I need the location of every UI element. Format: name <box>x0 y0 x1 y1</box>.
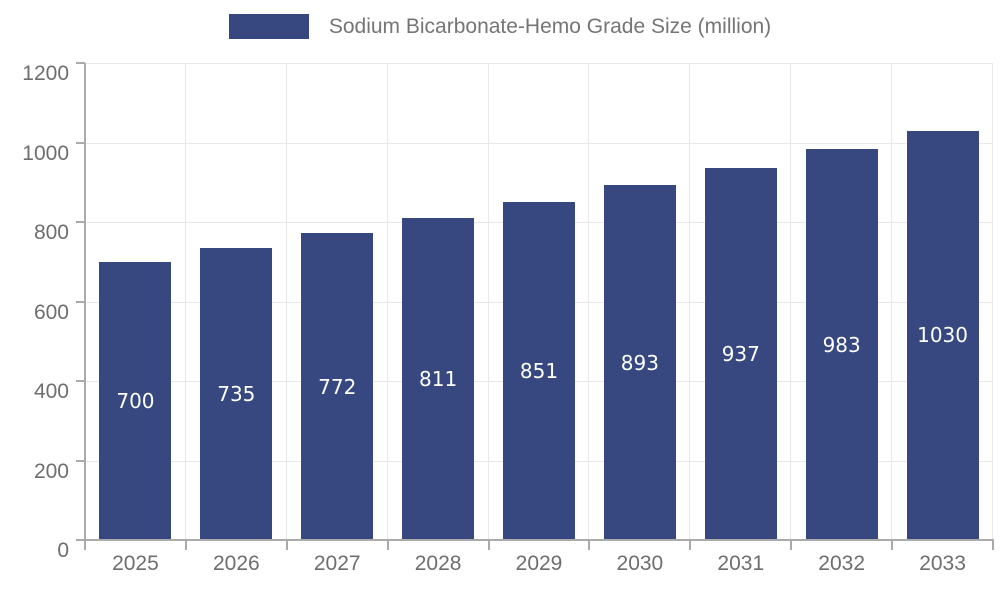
x-tick-label: 2028 <box>414 552 462 575</box>
bar[interactable]: 700 <box>99 261 172 540</box>
y-tick-label: 400 <box>33 380 69 404</box>
bar[interactable]: 851 <box>503 201 575 540</box>
bar-value-label: 893 <box>620 350 659 375</box>
x-tick-mark <box>588 541 591 550</box>
bar[interactable]: 1030 <box>906 130 979 540</box>
v-gridline <box>285 63 287 540</box>
v-gridline <box>487 63 489 540</box>
y-tick-label: 1000 <box>22 141 69 165</box>
bar-cell: 893 <box>589 63 690 540</box>
x-tick-mark <box>891 541 894 550</box>
bar-value-label: 772 <box>318 374 357 399</box>
y-tick-mark <box>76 539 85 541</box>
y-axis-line <box>84 63 86 540</box>
y-tick-label: 200 <box>33 459 69 483</box>
bar-cell: 1030 <box>892 63 993 540</box>
v-gridline <box>588 63 590 540</box>
x-tick-label: 2025 <box>112 552 159 575</box>
y-tick-mark <box>76 300 85 303</box>
x-axis-line <box>84 539 994 541</box>
y-tick-mark <box>76 459 85 462</box>
plot-area: 700 735 772 811 851 893 937 983 1030 0 200 400 600 8… <box>22 62 994 575</box>
y-tick-mark <box>76 221 85 224</box>
bar-value-label: 1030 <box>917 323 969 348</box>
x-tick-mark <box>487 541 490 550</box>
legend-swatch <box>228 14 309 39</box>
y-tick-mark <box>76 141 85 144</box>
x-tick-mark <box>84 541 86 550</box>
bar-cell: 937 <box>690 63 791 540</box>
bar-value-label: 735 <box>217 381 256 406</box>
x-tick-label: 2026 <box>212 552 260 575</box>
legend-item[interactable]: Sodium Bicarbonate-Hemo Grade Size (mill… <box>0 14 1000 39</box>
v-gridline <box>992 63 993 540</box>
bar-value-label: 983 <box>822 332 861 357</box>
h-gridline <box>85 142 993 144</box>
bar-value-label: 811 <box>419 366 458 391</box>
legend-label: Sodium Bicarbonate-Hemo Grade Size (mill… <box>328 14 772 38</box>
x-tick-mark <box>790 541 793 550</box>
bar-cell: 700 <box>85 63 186 540</box>
bar-cell: 983 <box>791 63 892 540</box>
bar[interactable]: 772 <box>301 233 374 540</box>
y-tick-label: 0 <box>57 539 69 562</box>
v-gridline <box>386 63 388 540</box>
x-tick-label: 2033 <box>919 552 966 575</box>
y-tick-label: 600 <box>33 300 69 324</box>
x-tick-mark <box>992 541 994 550</box>
bar-cell: 735 <box>186 63 287 540</box>
bar-cell: 851 <box>489 63 590 540</box>
bar-value-label: 937 <box>721 341 760 366</box>
v-gridline <box>891 63 893 540</box>
bar[interactable]: 983 <box>805 149 878 540</box>
x-tick-label: 2032 <box>818 552 866 575</box>
v-gridline <box>689 63 691 540</box>
y-tick-label: 800 <box>33 221 69 245</box>
y-tick-label: 1200 <box>22 62 69 85</box>
x-tick-label: 2029 <box>515 552 563 575</box>
bar[interactable]: 811 <box>402 217 475 540</box>
v-gridline <box>184 63 186 540</box>
y-tick-mark <box>76 62 85 64</box>
x-tick-label: 2027 <box>313 552 361 575</box>
y-tick-mark <box>76 380 85 383</box>
bar-value-label: 851 <box>519 358 559 383</box>
bar-value-label: 700 <box>116 388 155 413</box>
x-tick-mark <box>689 541 692 550</box>
bar[interactable]: 735 <box>200 247 273 540</box>
bar[interactable]: 937 <box>704 167 777 540</box>
v-gridline <box>790 63 792 540</box>
bar-cell: 772 <box>287 63 388 540</box>
bars-layer: 700 735 772 811 851 893 937 983 1030 <box>85 63 993 540</box>
x-tick-label: 2031 <box>717 552 765 575</box>
x-tick-label: 2030 <box>616 552 664 575</box>
bar[interactable]: 893 <box>603 185 676 540</box>
bar-cell: 811 <box>388 63 489 540</box>
x-tick-mark <box>285 541 288 550</box>
h-gridline <box>85 63 993 64</box>
x-tick-mark <box>386 541 389 550</box>
x-tick-mark <box>184 541 187 550</box>
